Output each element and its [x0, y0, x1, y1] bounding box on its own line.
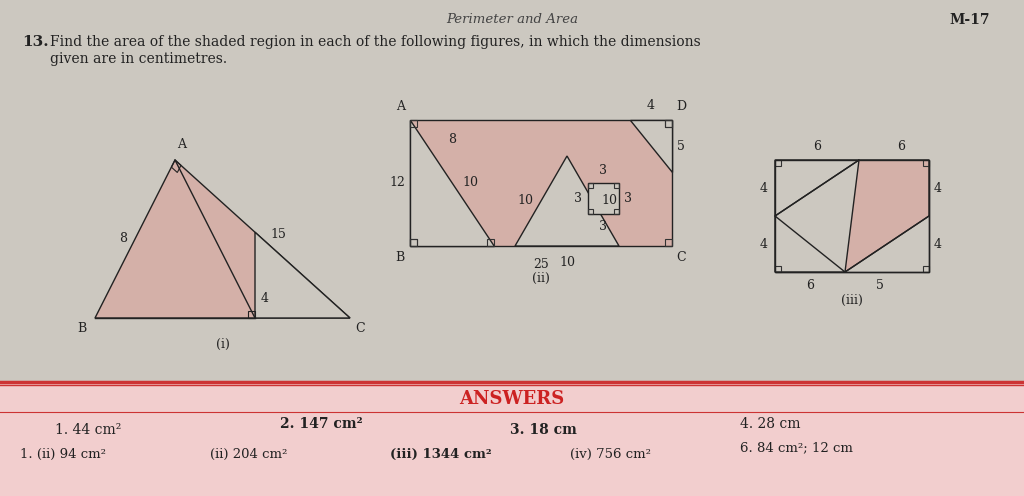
- Text: 3. 18 cm: 3. 18 cm: [510, 423, 577, 437]
- Text: Perimeter and Area: Perimeter and Area: [446, 13, 578, 26]
- Text: 10: 10: [601, 194, 617, 207]
- Polygon shape: [0, 384, 1024, 496]
- Text: (ii) 204 cm²: (ii) 204 cm²: [210, 447, 288, 460]
- Text: B: B: [78, 322, 87, 335]
- Text: 6: 6: [806, 279, 814, 292]
- Text: 2. 147 cm²: 2. 147 cm²: [280, 417, 362, 431]
- Text: (iv) 756 cm²: (iv) 756 cm²: [570, 447, 651, 460]
- Text: 15: 15: [270, 228, 287, 241]
- Text: B: B: [395, 251, 406, 264]
- Polygon shape: [515, 156, 618, 246]
- Text: 4: 4: [760, 182, 768, 194]
- Text: 8: 8: [449, 133, 456, 146]
- Text: Find the area of the shaded region in each of the following figures, in which th: Find the area of the shaded region in ea…: [50, 35, 700, 49]
- Text: given are in centimetres.: given are in centimetres.: [50, 52, 227, 66]
- Polygon shape: [410, 120, 672, 246]
- Text: 10: 10: [559, 256, 575, 269]
- Polygon shape: [775, 160, 859, 216]
- Text: 4: 4: [934, 182, 942, 194]
- Text: 3: 3: [574, 192, 582, 205]
- Text: C: C: [355, 322, 365, 335]
- Polygon shape: [255, 232, 350, 318]
- Text: 4. 28 cm: 4. 28 cm: [740, 417, 801, 431]
- Text: 4: 4: [261, 292, 269, 305]
- Polygon shape: [588, 183, 618, 214]
- Text: 10: 10: [462, 177, 478, 189]
- Text: 13.: 13.: [22, 35, 48, 49]
- Text: C: C: [676, 251, 686, 264]
- Text: 12: 12: [389, 177, 406, 189]
- Text: D: D: [676, 100, 686, 113]
- Text: 10: 10: [517, 194, 534, 207]
- Text: 25: 25: [534, 258, 549, 271]
- Polygon shape: [845, 160, 929, 272]
- Text: (iii) 1344 cm²: (iii) 1344 cm²: [390, 447, 492, 460]
- Polygon shape: [410, 120, 494, 246]
- Text: (i): (i): [216, 338, 229, 351]
- Text: 5: 5: [677, 139, 685, 152]
- Text: A: A: [177, 138, 186, 151]
- Text: 3: 3: [624, 192, 632, 205]
- Text: 1. (ii) 94 cm²: 1. (ii) 94 cm²: [20, 447, 106, 460]
- Text: 1. 44 cm²: 1. 44 cm²: [55, 423, 122, 437]
- Text: 4: 4: [760, 238, 768, 250]
- Polygon shape: [95, 160, 350, 318]
- Text: 6. 84 cm²; 12 cm: 6. 84 cm²; 12 cm: [740, 441, 853, 454]
- Text: 4: 4: [934, 238, 942, 250]
- Text: (iii): (iii): [841, 294, 863, 307]
- Text: 3: 3: [599, 220, 607, 233]
- Text: ANSWERS: ANSWERS: [460, 390, 564, 408]
- Text: M-17: M-17: [949, 13, 990, 27]
- Text: 6: 6: [813, 140, 821, 153]
- Text: 3: 3: [599, 164, 607, 177]
- Polygon shape: [775, 160, 929, 272]
- Text: A: A: [396, 100, 406, 113]
- Text: (ii): (ii): [532, 272, 550, 285]
- Text: 5: 5: [877, 279, 884, 292]
- Polygon shape: [630, 120, 672, 172]
- Polygon shape: [775, 216, 845, 272]
- Text: 8: 8: [119, 233, 127, 246]
- Text: 4: 4: [647, 99, 655, 112]
- Text: 6: 6: [897, 140, 905, 153]
